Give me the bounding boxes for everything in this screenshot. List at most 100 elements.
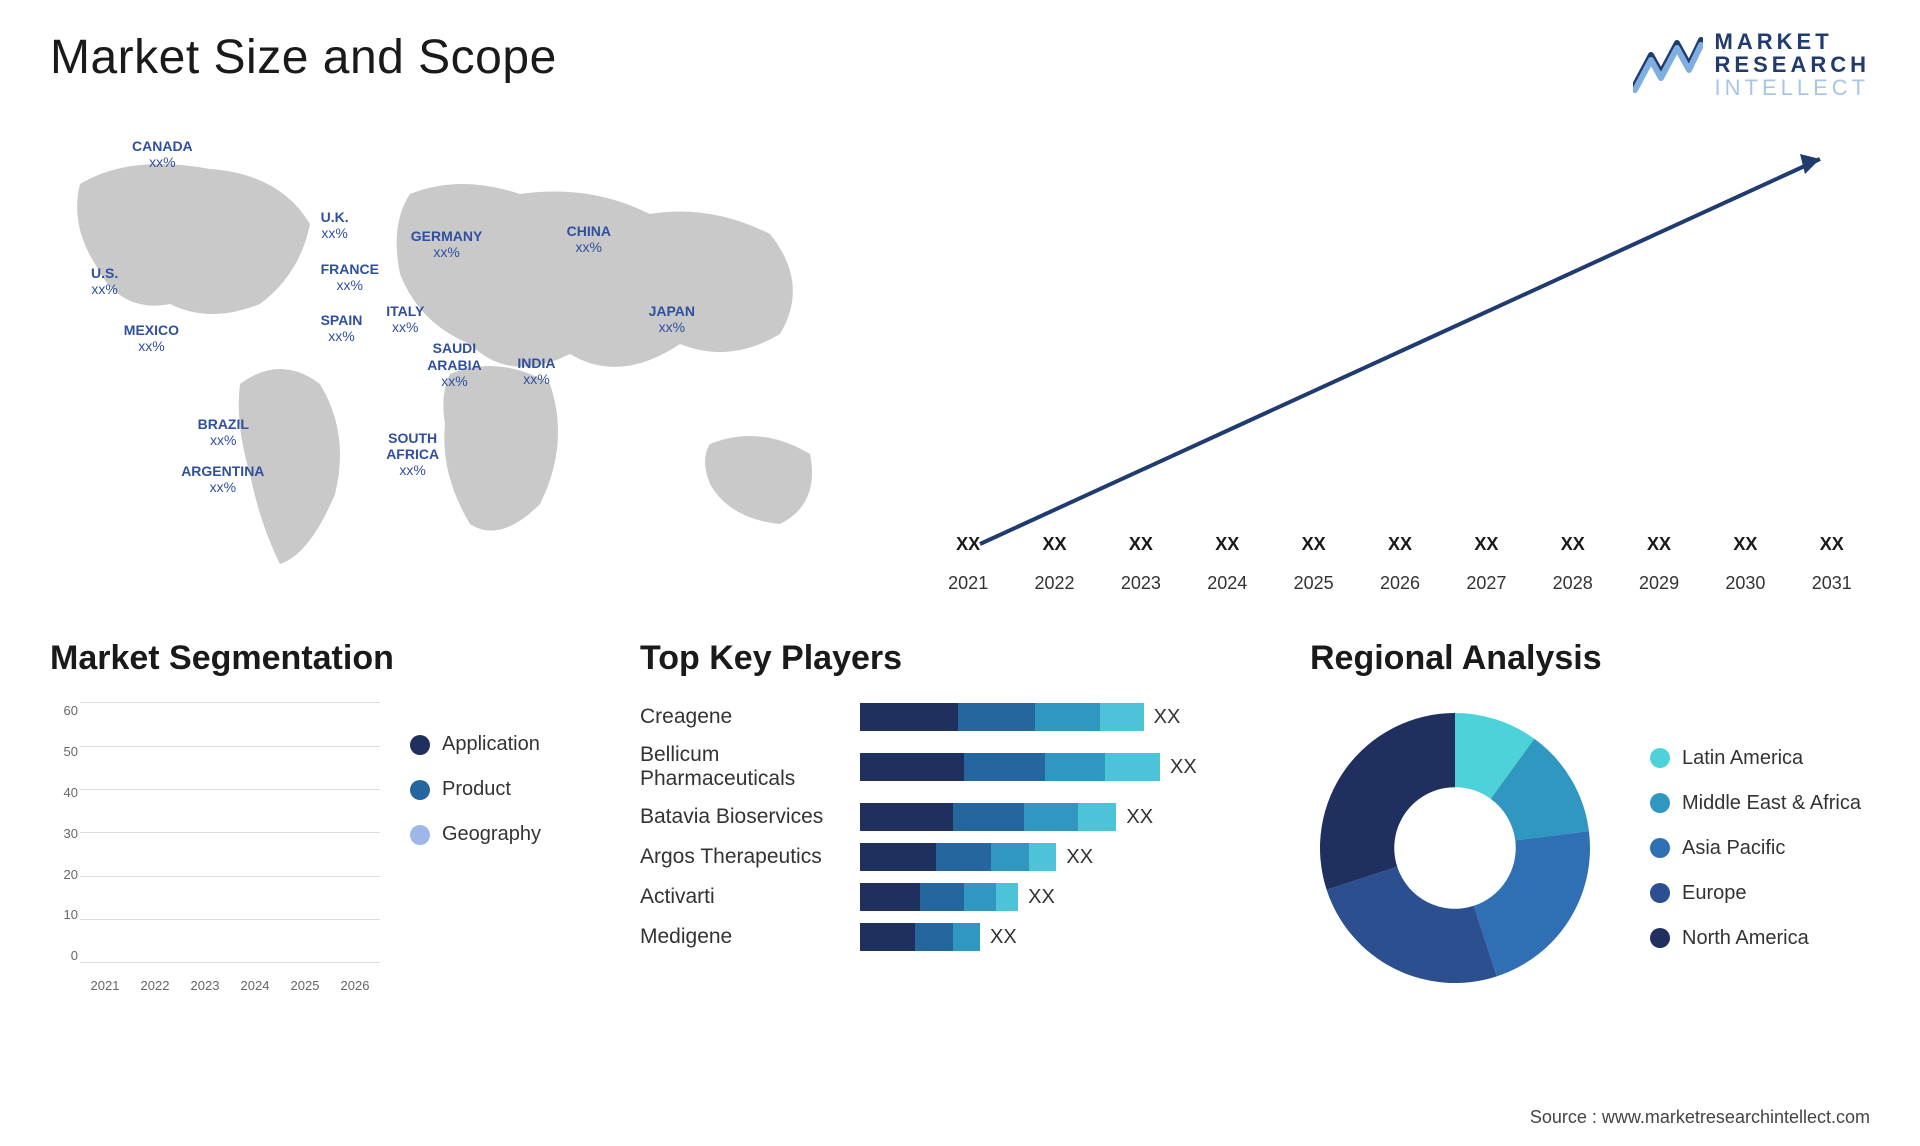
growth-bar: XX	[1621, 534, 1697, 559]
seg-legend-item: Product	[410, 778, 541, 801]
seg-xaxis-label: 2024	[234, 978, 276, 993]
players-body: CreageneXXBellicum PharmaceuticalsXXBata…	[640, 703, 1260, 951]
growth-xaxis-label: 2021	[930, 573, 1006, 594]
player-bar-segment	[860, 803, 953, 831]
logo-line1: MARKET	[1715, 30, 1870, 53]
legend-dot-icon	[1650, 793, 1670, 813]
seg-legend-item: Geography	[410, 823, 541, 846]
regional-panel: Regional Analysis Latin America Middle Ea…	[1310, 639, 1870, 993]
regional-legend-item: Asia Pacific	[1650, 837, 1861, 860]
player-bar-wrap: XX	[860, 883, 1260, 911]
logo-text: MARKET RESEARCH INTELLECT	[1715, 30, 1870, 99]
growth-bar: XX	[1016, 534, 1092, 559]
growth-bar-label: XX	[1733, 534, 1757, 555]
growth-bar-label: XX	[1129, 534, 1153, 555]
player-value: XX	[1126, 806, 1153, 829]
page-title: Market Size and Scope	[50, 30, 557, 85]
player-bar-segment	[964, 883, 997, 911]
player-bar-segment	[1024, 803, 1079, 831]
seg-legend-label: Product	[442, 778, 511, 801]
header: Market Size and Scope MARKET RESEARCH IN…	[50, 30, 1870, 99]
growth-bar-label: XX	[956, 534, 980, 555]
regional-legend-label: Asia Pacific	[1682, 837, 1785, 860]
player-bar-segment	[936, 843, 991, 871]
player-bar-segment	[958, 703, 1034, 731]
growth-bar-label: XX	[1474, 534, 1498, 555]
logo-line2: RESEARCH	[1715, 53, 1870, 76]
segmentation-legend: Application Product Geography	[410, 703, 541, 993]
player-bar	[860, 923, 980, 951]
players-title: Top Key Players	[640, 639, 1260, 678]
player-bar-segment	[860, 923, 915, 951]
player-row: Argos Therapeutics XX	[640, 843, 1260, 871]
growth-bar-label: XX	[1388, 534, 1412, 555]
donut-slice	[1327, 867, 1497, 983]
seg-xaxis-label: 2026	[334, 978, 376, 993]
logo-line3: INTELLECT	[1715, 76, 1870, 99]
growth-bar: XX	[1794, 534, 1870, 559]
donut-slice	[1474, 831, 1590, 976]
growth-bar-label: XX	[1302, 534, 1326, 555]
growth-bar-label: XX	[1647, 534, 1671, 555]
growth-bar: XX	[1535, 534, 1611, 559]
growth-xaxis-label: 2029	[1621, 573, 1697, 594]
seg-ytick: 20	[50, 867, 78, 882]
player-value: XX	[1028, 886, 1055, 909]
regional-legend-item: Middle East & Africa	[1650, 792, 1861, 815]
regional-legend-item: Europe	[1650, 882, 1861, 905]
regional-legend-item: Latin America	[1650, 747, 1861, 770]
player-value: XX	[1066, 846, 1093, 869]
growth-bar: XX	[1275, 534, 1351, 559]
player-name: Bellicum Pharmaceuticals	[640, 743, 850, 791]
player-bar-segment	[860, 703, 958, 731]
growth-xaxis-label: 2025	[1275, 573, 1351, 594]
player-bar-segment	[860, 843, 936, 871]
top-row: CANADAxx%U.S.xx%MEXICOxx%BRAZILxx%ARGENT…	[50, 124, 1870, 594]
player-bar	[860, 803, 1116, 831]
seg-legend-label: Application	[442, 733, 540, 756]
player-bar-segment	[1029, 843, 1056, 871]
regional-legend-label: Europe	[1682, 882, 1747, 905]
growth-bar-label: XX	[1561, 534, 1585, 555]
regional-title: Regional Analysis	[1310, 639, 1870, 678]
regional-body: Latin America Middle East & Africa Asia Pa…	[1310, 703, 1870, 993]
player-bar-segment	[1035, 703, 1100, 731]
seg-xaxis-label: 2022	[134, 978, 176, 993]
player-bar	[860, 843, 1056, 871]
player-bar-segment	[964, 753, 1046, 781]
player-name: Activarti	[640, 885, 850, 909]
segmentation-title: Market Segmentation	[50, 639, 590, 678]
player-name: Argos Therapeutics	[640, 845, 850, 869]
seg-ytick: 0	[50, 948, 78, 963]
legend-dot-icon	[1650, 883, 1670, 903]
growth-bar-label: XX	[1820, 534, 1844, 555]
seg-ytick: 50	[50, 744, 78, 759]
player-name: Medigene	[640, 925, 850, 949]
legend-dot-icon	[410, 780, 430, 800]
player-name: Creagene	[640, 705, 850, 729]
player-row: Medigene XX	[640, 923, 1260, 951]
player-bar-segment	[860, 883, 920, 911]
growth-bar-label: XX	[1215, 534, 1239, 555]
legend-dot-icon	[410, 825, 430, 845]
growth-bar: XX	[930, 534, 1006, 559]
regional-legend-label: Middle East & Africa	[1682, 792, 1861, 815]
seg-legend-label: Geography	[442, 823, 541, 846]
legend-dot-icon	[410, 735, 430, 755]
growth-bar: XX	[1707, 534, 1783, 559]
seg-ytick: 60	[50, 703, 78, 718]
growth-xaxis-label: 2027	[1448, 573, 1524, 594]
player-bar-wrap: XX	[860, 843, 1260, 871]
growth-bar: XX	[1448, 534, 1524, 559]
player-value: XX	[990, 926, 1017, 949]
player-bar-segment	[1078, 803, 1116, 831]
world-map-icon	[50, 124, 870, 594]
segmentation-panel: Market Segmentation 0102030405060 202120…	[50, 639, 590, 993]
seg-ytick: 40	[50, 785, 78, 800]
seg-xaxis-label: 2023	[184, 978, 226, 993]
player-bar	[860, 703, 1144, 731]
growth-bar: XX	[1362, 534, 1438, 559]
player-bar-wrap: XX	[860, 703, 1260, 731]
growth-chart: XXXXXXXXXXXXXXXXXXXXXX 20212022202320242…	[930, 124, 1870, 594]
bottom-row: Market Segmentation 0102030405060 202120…	[50, 639, 1870, 993]
